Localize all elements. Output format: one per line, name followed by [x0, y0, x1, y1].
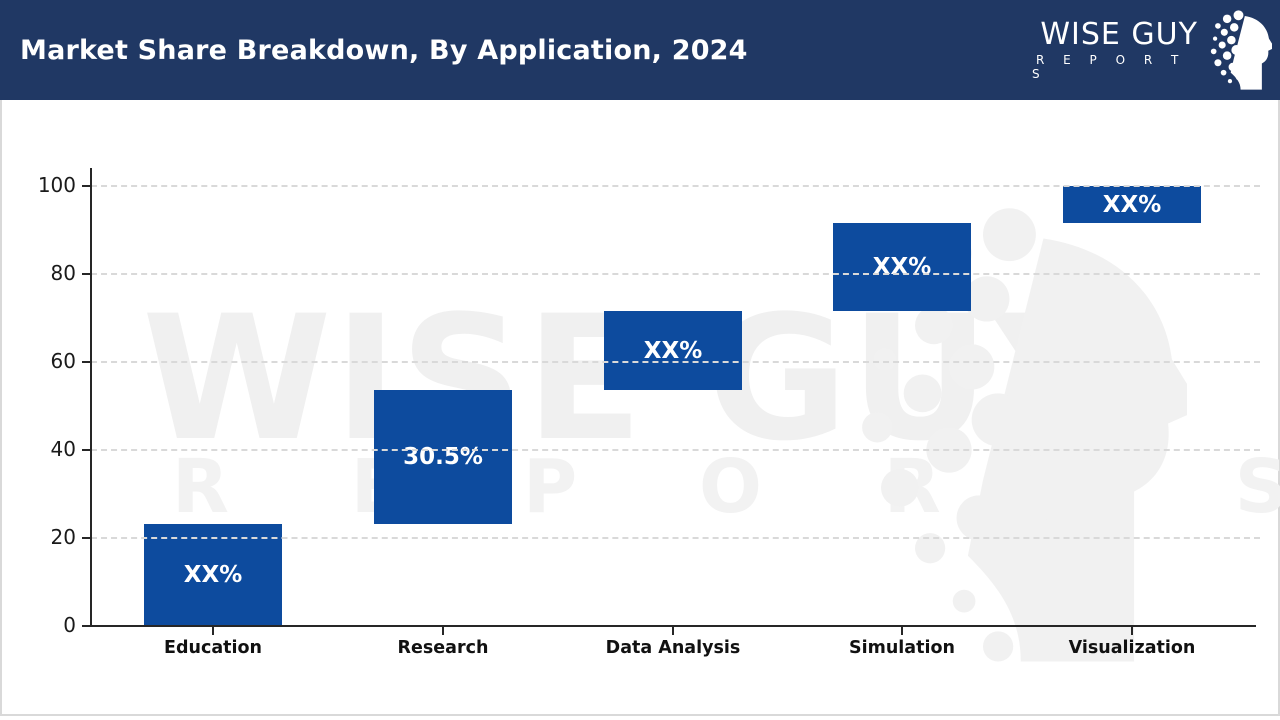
bar-value-label: XX% — [1102, 191, 1162, 218]
plot: 0 20 40 60 80 100 XX% Education 30.5% Research XX%… — [2, 100, 1278, 714]
category-label-education: Education — [164, 637, 262, 658]
y-tick-label-0: 0 — [63, 612, 76, 637]
gridline-y40 — [91, 448, 1260, 451]
category-label-research: Research — [397, 637, 489, 658]
y-tick-20 — [82, 536, 90, 539]
header-bar: Market Share Breakdown, By Application, … — [0, 0, 1280, 100]
y-tick-label-40: 40 — [50, 436, 76, 461]
bar-data-analysis: XX% — [604, 311, 742, 391]
brand-logo-text: WISE GUY R E P O R T S — [1032, 19, 1206, 81]
logo-wiseguy-text: WISE GUY — [1040, 17, 1198, 53]
logo-reports-text: R E P O R T S — [1032, 52, 1186, 81]
logo-face-icon — [1211, 10, 1272, 90]
bar-value-label: XX% — [643, 337, 703, 364]
x-tick-1 — [442, 626, 444, 635]
x-axis-line — [90, 625, 1256, 627]
y-tick-80 — [82, 272, 90, 275]
bar-value-label: XX% — [872, 254, 932, 281]
gridline-y60 — [91, 360, 1260, 363]
y-tick-0 — [82, 624, 90, 627]
x-tick-3 — [901, 626, 903, 635]
y-axis-line — [90, 168, 92, 627]
y-tick-60 — [82, 360, 90, 363]
x-tick-0 — [212, 626, 214, 635]
y-tick-40 — [82, 448, 90, 451]
bar-value-label: XX% — [183, 561, 243, 588]
y-tick-100 — [82, 184, 90, 187]
bar-education: XX% — [144, 524, 282, 626]
brand-logo: WISE GUY R E P O R T S — [1032, 6, 1272, 94]
bar-visualization: XX% — [1063, 185, 1201, 224]
y-tick-label-20: 20 — [50, 524, 76, 549]
y-tick-label-80: 80 — [50, 260, 76, 285]
page-title: Market Share Breakdown, By Application, … — [20, 34, 748, 66]
category-label-simulation: Simulation — [849, 637, 955, 658]
y-tick-label-100: 100 — [37, 172, 76, 197]
x-tick-2 — [672, 626, 674, 635]
gridline-y80 — [91, 272, 1260, 275]
chart-area: WISE GUY R E P O R T S 020406080100XX%Ed… — [0, 100, 1280, 716]
x-tick-4 — [1131, 626, 1133, 635]
y-tick-label-60: 60 — [50, 348, 76, 373]
category-label-visualization: Visualization — [1068, 637, 1196, 658]
bar-simulation: XX% — [833, 223, 971, 312]
category-label-data-analysis: Data Analysis — [605, 637, 741, 658]
bar-research: 30.5% — [374, 390, 512, 525]
gridline-y20 — [91, 536, 1260, 539]
gridline-y100 — [91, 184, 1260, 187]
